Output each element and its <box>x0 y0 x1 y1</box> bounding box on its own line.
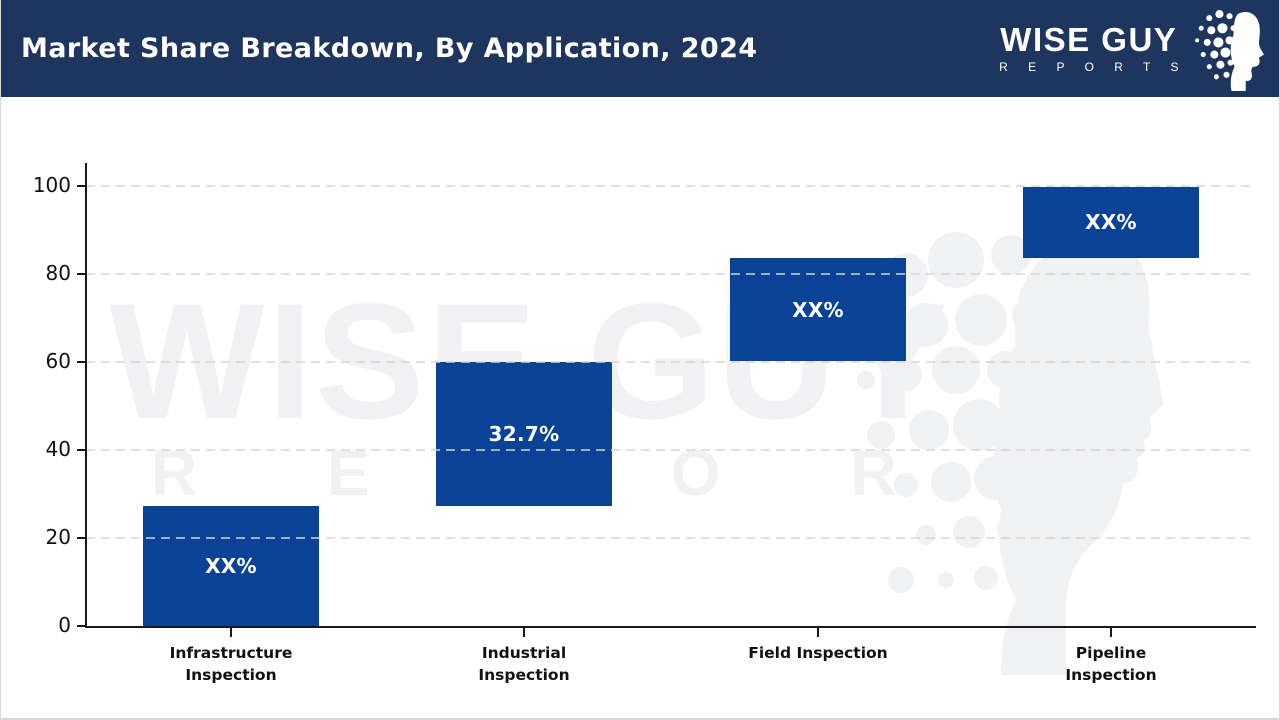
y-gridline <box>86 537 1256 539</box>
bar-segment: XX% <box>143 506 319 626</box>
y-gridline <box>86 361 1256 363</box>
y-tick-mark <box>77 625 86 627</box>
brand-logo-text: WISE GUY R E P O R T S <box>991 23 1187 74</box>
header-bar: Market Share Breakdown, By Application, … <box>1 0 1279 97</box>
y-tick-label: 20 <box>45 525 71 549</box>
y-gridline <box>86 185 1256 187</box>
bar-value-label: XX% <box>1085 210 1137 235</box>
bar-segment: 32.7% <box>436 362 612 506</box>
page-title: Market Share Breakdown, By Application, … <box>21 33 758 64</box>
y-tick-label: 100 <box>32 173 71 197</box>
brand-logo: WISE GUY R E P O R T S <box>991 6 1265 92</box>
x-category-label: Infrastructure Inspection <box>169 644 293 684</box>
y-axis-line <box>85 163 87 628</box>
x-tick-mark <box>817 628 819 637</box>
y-gridline <box>86 449 1256 451</box>
x-category-label: Industrial Inspection <box>478 644 570 684</box>
x-axis-line <box>85 626 1256 628</box>
x-tick-mark <box>1110 628 1112 637</box>
x-category-label: Pipeline Inspection <box>1065 644 1157 684</box>
x-tick-mark <box>230 628 232 637</box>
y-tick-mark <box>77 273 86 275</box>
bar-segment: XX% <box>730 258 906 362</box>
logo-subtext: R E P O R T S <box>999 60 1187 74</box>
y-tick-label: 80 <box>45 261 71 285</box>
bar-value-label: XX% <box>205 554 257 579</box>
bar-value-label: 32.7% <box>488 421 560 446</box>
y-tick-label: 0 <box>58 613 71 637</box>
logo-wordmark: WISE GUY <box>1000 21 1178 58</box>
y-tick-mark <box>77 537 86 539</box>
y-tick-mark <box>77 185 86 187</box>
y-tick-label: 40 <box>45 437 71 461</box>
y-tick-mark <box>77 449 86 451</box>
y-tick-label: 60 <box>45 349 71 373</box>
x-tick-mark <box>523 628 525 637</box>
logo-face-icon <box>1195 9 1264 91</box>
chart-area: WISE GUY R E P O R T S XX%32.7%XX%XX%020… <box>1 97 1279 718</box>
bar-segment: XX% <box>1023 186 1199 258</box>
x-category-label: Field Inspection <box>748 644 888 662</box>
bar-value-label: XX% <box>792 297 844 322</box>
y-gridline <box>86 273 1256 275</box>
y-tick-mark <box>77 361 86 363</box>
